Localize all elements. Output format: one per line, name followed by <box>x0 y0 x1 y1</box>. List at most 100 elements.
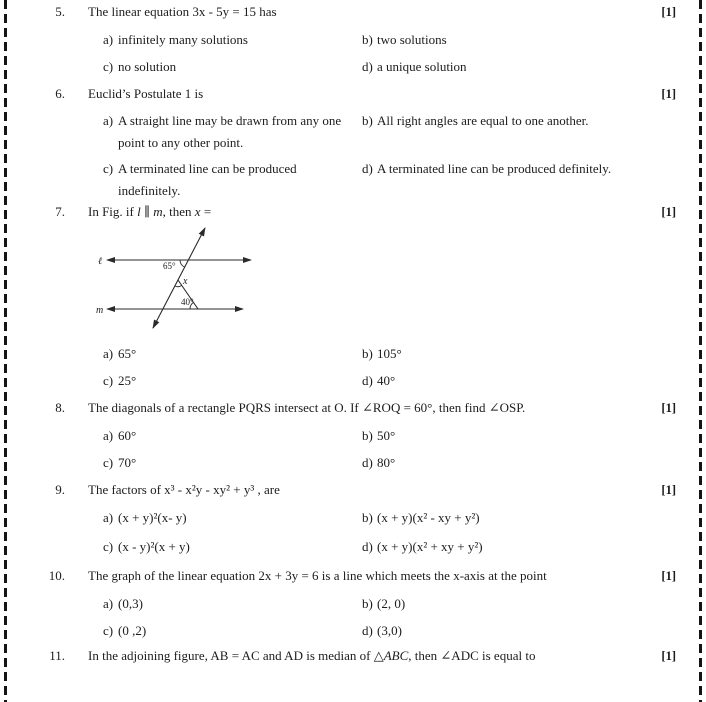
question-8: 8. The diagonals of a rectangle PQRS int… <box>0 400 706 416</box>
question-text: In Fig. if l ∥ m, then x = <box>88 204 211 220</box>
option-text: (x + y)(x² - xy + y²) <box>377 510 480 525</box>
right-dashed-border <box>699 0 702 702</box>
option-label: d) <box>362 161 373 176</box>
option-text: (0,3) <box>118 596 143 611</box>
marks-label: [1] <box>661 569 676 583</box>
question-text: Euclid’s Postulate 1 is <box>88 86 204 101</box>
option-text: no solution <box>118 59 177 74</box>
option-label: c) <box>103 539 114 554</box>
question-6: 6. Euclid’s Postulate 1 is [1] <box>0 86 706 102</box>
option-text: two solutions <box>377 32 447 47</box>
question-text-part: In Fig. if <box>88 204 138 219</box>
option-c: c) (0 ,2) <box>103 623 362 639</box>
math-var-m: m <box>153 204 163 219</box>
option-text: (0 ,2) <box>118 623 147 638</box>
option-label: d) <box>362 455 373 470</box>
marks-label: [1] <box>661 87 676 101</box>
option-label: b) <box>362 346 373 361</box>
question-text-part: , then ∠ADC is equal to <box>408 648 536 663</box>
question-text: The factors of x³ - x²y - xy² + y³ , are <box>88 482 280 497</box>
angle-65-arc <box>179 259 185 268</box>
question-number: 11. <box>49 648 65 663</box>
math-var-x: x <box>194 204 201 219</box>
transversal-line <box>152 227 206 329</box>
option-text: 25° <box>118 373 137 388</box>
option-text: (3,0) <box>377 623 402 638</box>
question-number: 9. <box>55 482 65 497</box>
option-text: 105° <box>377 346 402 361</box>
q7-parallel-lines-figure: ℓ m 65° x 40° <box>96 227 252 329</box>
option-label: a) <box>103 510 114 525</box>
option-text: a unique solution <box>377 59 467 74</box>
marks-label: [1] <box>661 401 676 415</box>
question-text-part: = <box>200 204 212 219</box>
option-label: d) <box>362 59 373 74</box>
option-b: b) 105° <box>362 346 706 362</box>
question-11: 11. In the adjoining figure, AB = AC and… <box>0 648 706 664</box>
option-d: d) (x + y)(x² + xy + y²) <box>362 539 706 555</box>
option-text: (2, 0) <box>377 596 406 611</box>
option-a: a) (0,3) <box>103 596 362 612</box>
option-label: c) <box>103 623 114 638</box>
option-c: c) A terminated line can be produced inde… <box>103 158 362 202</box>
marks-label: [1] <box>661 483 676 497</box>
option-text: infinitely many solutions <box>118 32 248 47</box>
angle-x-arc <box>174 285 182 288</box>
question-5: 5. The linear equation 3x - 5y = 15 has … <box>0 4 706 20</box>
option-a: a) infinitely many solutions <box>103 32 362 48</box>
options-grid-q10: a) (0,3) b) (2, 0) c) (0 ,2) d) (3,0) <box>103 596 706 639</box>
question-10: 10. The graph of the linear equation 2x … <box>0 568 706 584</box>
option-text: All right angles are equal to one anothe… <box>377 113 589 128</box>
math-triangle-abc: △ABC <box>373 648 409 663</box>
option-label: d) <box>362 539 373 554</box>
option-text: A terminated line can be produced indefi… <box>118 161 297 198</box>
option-label: a) <box>103 346 114 361</box>
option-b: b) two solutions <box>362 32 706 48</box>
option-text: 60° <box>118 428 137 443</box>
option-text: 70° <box>118 455 137 470</box>
options-grid-q9: a) (x + y)²(x- y) b) (x + y)(x² - xy + y²)… <box>103 510 706 555</box>
option-label: a) <box>103 428 114 443</box>
option-c: c) (x - y)²(x + y) <box>103 539 362 555</box>
label-line-m: m <box>96 305 103 316</box>
option-label: b) <box>362 32 373 47</box>
option-label: a) <box>103 32 114 47</box>
label-angle-40: 40° <box>181 297 194 307</box>
question-number: 6. <box>55 86 65 101</box>
options-grid-q5: a) infinitely many solutions b) two soluti… <box>103 32 706 75</box>
option-b: b) (2, 0) <box>362 596 706 612</box>
question-text: The linear equation 3x - 5y = 15 has <box>88 4 277 19</box>
option-label: c) <box>103 161 114 176</box>
question-text-part: , then <box>162 204 195 219</box>
option-label: c) <box>103 373 114 388</box>
option-text: (x + y)²(x- y) <box>118 510 187 525</box>
option-label: a) <box>103 113 114 128</box>
option-a: a) 65° <box>103 346 362 362</box>
marks-label: [1] <box>661 649 676 663</box>
parallel-symbol: ∥ <box>140 204 154 219</box>
option-b: b) 50° <box>362 428 706 444</box>
option-label: d) <box>362 623 373 638</box>
question-number: 8. <box>55 400 65 415</box>
option-b: b) (x + y)(x² - xy + y²) <box>362 510 706 526</box>
option-text: 65° <box>118 346 137 361</box>
angle-40-arc <box>189 302 194 310</box>
option-a: a) A straight line may be drawn from any … <box>103 110 362 154</box>
options-grid-q8: a) 60° b) 50° c) 70° d) 80° <box>103 428 706 471</box>
option-d: d) a unique solution <box>362 59 706 75</box>
option-label: b) <box>362 113 373 128</box>
question-number: 5. <box>55 4 65 19</box>
question-text: The diagonals of a rectangle PQRS inters… <box>88 400 526 415</box>
left-dashed-border <box>4 0 7 702</box>
option-text: 80° <box>377 455 396 470</box>
question-text: In the adjoining figure, AB = AC and AD … <box>88 648 535 664</box>
label-line-l: ℓ <box>98 256 102 267</box>
option-c: c) 70° <box>103 455 362 471</box>
label-angle-x: x <box>182 276 188 287</box>
option-text: A straight line may be drawn from any on… <box>118 113 342 150</box>
option-label: b) <box>362 596 373 611</box>
question-number: 7. <box>55 204 65 219</box>
label-angle-65: 65° <box>163 261 176 271</box>
option-label: d) <box>362 373 373 388</box>
